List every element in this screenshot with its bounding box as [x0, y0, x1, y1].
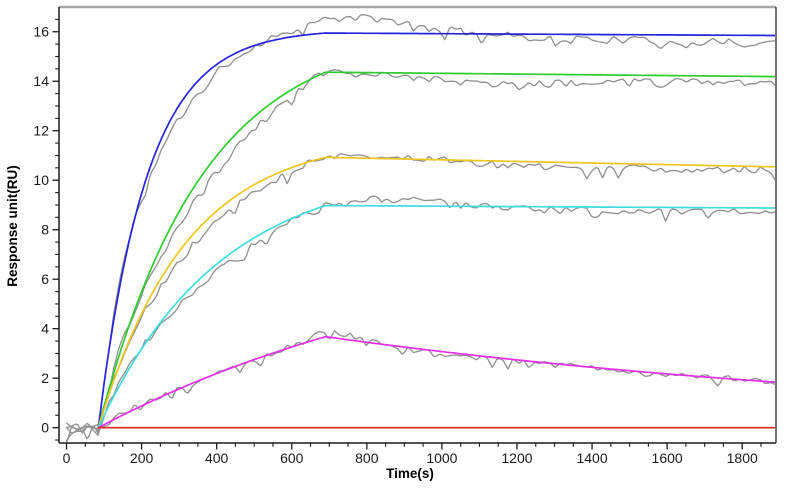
raw-traces-group	[65, 13, 775, 442]
y-axis-title: Response unit(RU)	[5, 165, 20, 287]
raw-trace-fit-curve-4	[65, 195, 775, 442]
fit-curve-5-lowest	[97, 335, 775, 429]
raw-trace-fit-curve-1-highest	[65, 13, 775, 434]
y-tick-label: 8	[41, 222, 49, 238]
x-tick-label: 1600	[652, 450, 683, 466]
fit-curve-4	[97, 204, 775, 429]
raw-trace-fit-curve-3	[65, 153, 775, 434]
y-tick-label: 6	[41, 271, 49, 287]
x-tick-label: 200	[130, 450, 154, 466]
y-axis: 0 2 4 6 8 10 12 14 16	[33, 18, 59, 441]
fit-curve-1-highest	[97, 32, 775, 429]
fit-curve-3	[97, 156, 775, 429]
x-tick-label: 0	[63, 450, 71, 466]
y-tick-label: 2	[41, 370, 49, 386]
x-tick-label: 1800	[727, 450, 758, 466]
x-axis-title: Time(s)	[386, 466, 434, 481]
y-tick-label: 14	[33, 73, 49, 89]
y-tick-label: 10	[33, 172, 49, 188]
y-tick-label: 4	[41, 321, 49, 337]
x-tick-label: 600	[280, 450, 304, 466]
x-tick-label: 800	[355, 450, 379, 466]
x-tick-label: 400	[205, 450, 229, 466]
fit-curve-2	[97, 71, 775, 429]
plot-frame	[58, 5, 777, 444]
x-axis: 0 200 400 600 800 1000 1200 1400 1600 1800	[63, 443, 762, 466]
raw-trace-fit-curve-2	[66, 69, 775, 442]
y-tick-label: 16	[33, 24, 49, 40]
x-tick-label: 1400	[576, 450, 607, 466]
fit-curves-group	[97, 32, 775, 429]
y-tick-label: 0	[41, 420, 49, 436]
y-tick-label: 12	[33, 123, 49, 139]
x-tick-label: 1200	[501, 450, 532, 466]
x-tick-label: 1000	[426, 450, 457, 466]
